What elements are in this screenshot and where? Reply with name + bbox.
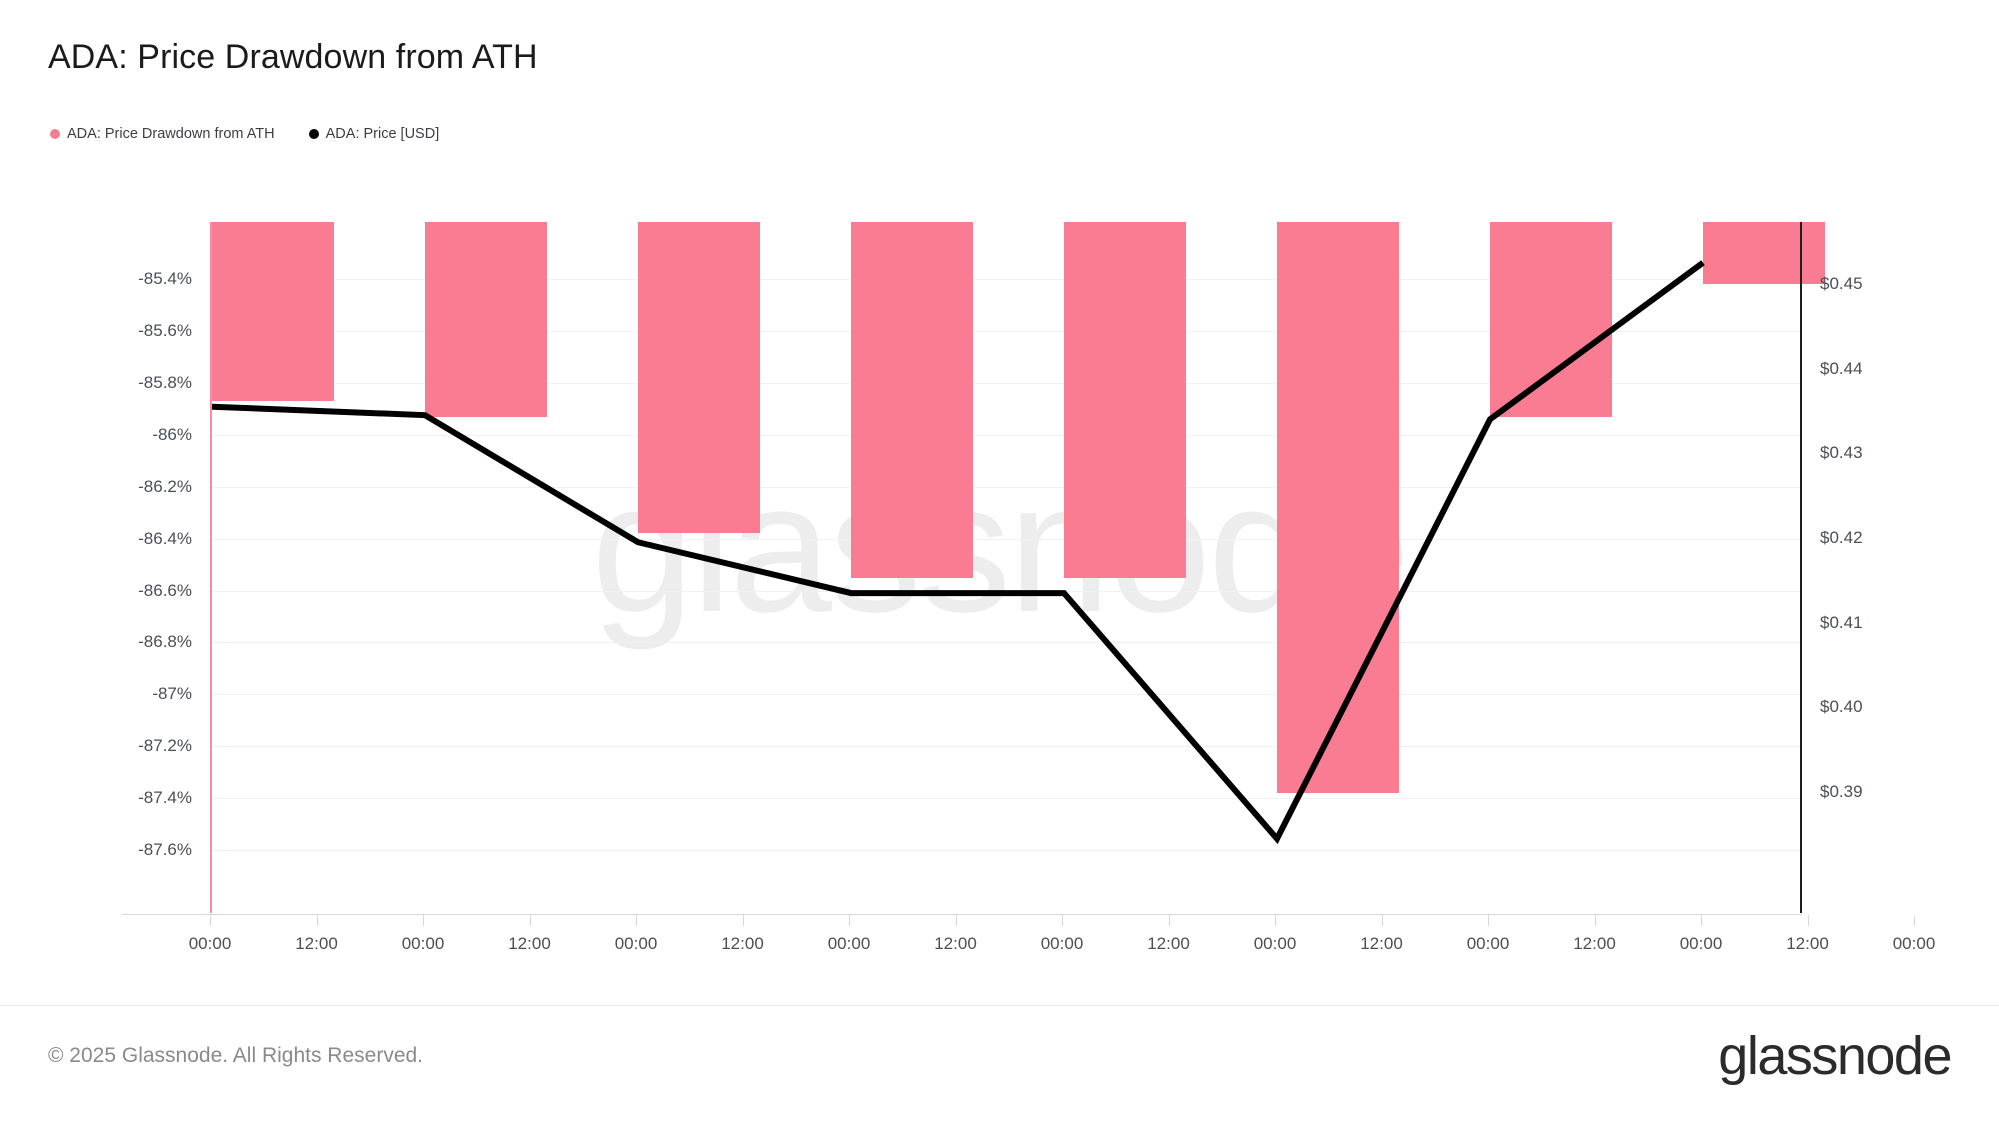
footer-divider (0, 1005, 1999, 1006)
left-axis-tick-label: -87% (152, 684, 192, 704)
x-axis-tick-mark (423, 915, 424, 926)
x-axis-tick-mark (316, 915, 318, 926)
right-axis-line (1800, 222, 1802, 913)
bar[interactable] (1277, 222, 1399, 793)
x-axis-tick-label: 00:00 (614, 934, 658, 953)
x-axis-tick-label: 00:00 (401, 934, 445, 953)
x-axis-tick-label: 12:00 (508, 934, 551, 953)
page-title: ADA: Price Drawdown from ATH (48, 38, 538, 76)
gridline (210, 279, 1800, 281)
x-axis-tick-mark (210, 915, 211, 926)
left-axis-tick-label: -86.4% (138, 528, 192, 548)
right-axis-tick-label: $0.45 (1820, 273, 1863, 293)
chart-legend: ADA: Price Drawdown from ATH ADA: Price [… (50, 126, 439, 142)
gridline (210, 382, 1800, 384)
left-axis-line (210, 222, 212, 913)
x-axis-tick-mark (955, 915, 957, 926)
x-axis-tick-label: 12:00 (295, 934, 338, 953)
bar[interactable] (425, 222, 547, 417)
left-axis-tick-label: -86.2% (138, 476, 192, 496)
x-axis-tick-mark (636, 915, 637, 926)
x-axis-tick-mark (1701, 915, 1702, 926)
x-axis-tick-label: 12:00 (1573, 934, 1616, 953)
x-axis-tick-mark (1807, 915, 1809, 926)
x-axis-tick-label: 00:00 (1253, 934, 1297, 953)
gridline (210, 694, 1800, 696)
left-axis-tick-label: -85.8% (138, 372, 192, 392)
copyright-text: © 2025 Glassnode. All Rights Reserved. (48, 1044, 424, 1067)
left-axis-labels: -85.4% -85.6% -85.8% -86% -86.2% -86.4% -86.6%… (0, 0, 192, 1000)
right-axis-tick-label: $0.40 (1820, 697, 1863, 717)
x-axis-tick-mark (742, 915, 744, 926)
legend-item-1[interactable]: ADA: Price [USD] (308, 126, 440, 142)
bottom-axis-line (122, 914, 1802, 915)
x-axis-tick-mark (1594, 915, 1596, 926)
x-axis-labels: 00:00 12:00 00:00 12:00 00:00 12:00 00:00 12:00… (188, 915, 1936, 953)
x-axis-tick-mark (1381, 915, 1383, 926)
bar[interactable] (638, 222, 760, 534)
x-axis-tick-mark (1914, 915, 1915, 926)
legend-item-label: ADA: Price [USD] (325, 126, 440, 142)
x-axis-tick-label: 00:00 (1679, 934, 1723, 953)
x-axis-tick-mark (849, 915, 850, 926)
left-axis-tick-label: -86.6% (138, 580, 192, 600)
gridline (210, 642, 1800, 644)
x-axis-tick-label: 00:00 (188, 934, 232, 953)
x-axis-tick-label: 00:00 (827, 934, 871, 953)
chart-canvas: glassnode -85.4% -85.6% -85.8% -86% -86.2% -8… (0, 0, 1990, 1000)
gridline (210, 486, 1800, 488)
x-axis-tick-mark (1275, 915, 1276, 926)
bar[interactable] (1490, 222, 1612, 417)
gridline (210, 746, 1800, 748)
x-axis-tick-label: 12:00 (1360, 934, 1403, 953)
x-axis-tick-label: 12:00 (1786, 934, 1829, 953)
legend-item-0[interactable]: ADA: Price Drawdown from ATH (50, 126, 275, 142)
right-axis-tick-label: $0.41 (1820, 612, 1863, 632)
gridline (210, 538, 1800, 540)
x-axis-tick-label: 00:00 (1892, 934, 1936, 953)
x-axis-tick-mark (529, 915, 531, 926)
bar[interactable] (212, 222, 334, 402)
x-axis-tick-mark (1168, 915, 1170, 926)
gridline (210, 434, 1800, 436)
price-line-series (211, 260, 1705, 845)
left-axis-tick-label: -86% (152, 424, 192, 444)
dot-icon (308, 129, 319, 139)
bar[interactable] (851, 222, 973, 578)
left-axis-tick-label: -87.4% (138, 788, 192, 808)
x-axis-tick-label: 12:00 (721, 934, 764, 953)
right-axis-tick-label: $0.43 (1820, 443, 1863, 463)
x-axis-tick-label: 12:00 (1147, 934, 1190, 953)
right-axis-labels: $0.45 $0.44 $0.43 $0.42 $0.41 $0.40 $0.39 (1820, 0, 1990, 1000)
gridline (210, 798, 1800, 800)
left-axis-tick-label: -87.2% (138, 736, 192, 756)
price-line (211, 260, 1705, 845)
gridline (210, 331, 1800, 332)
bar[interactable] (1064, 222, 1186, 578)
bar[interactable] (1703, 222, 1825, 285)
right-axis-tick-label: $0.39 (1820, 782, 1863, 802)
x-axis-tick-mark (1488, 915, 1489, 926)
x-axis-tick-mark (1062, 915, 1063, 926)
x-axis-tick-label: 12:00 (934, 934, 977, 953)
glassnode-logo: glassnode (1718, 1026, 1952, 1086)
x-axis-tick-label: 00:00 (1040, 934, 1084, 953)
left-axis-tick-label: -85.4% (138, 269, 192, 289)
right-axis-tick-label: $0.42 (1820, 528, 1863, 547)
left-axis-tick-label: -85.6% (138, 321, 192, 340)
right-axis-tick-label: $0.44 (1820, 358, 1863, 378)
gridline (210, 850, 1800, 852)
legend-item-label: ADA: Price Drawdown from ATH (67, 126, 275, 142)
plot-area (210, 222, 1825, 915)
left-axis-tick-label: -87.6% (138, 840, 192, 860)
x-axis-tick-label: 00:00 (1466, 934, 1510, 953)
left-axis-tick-label: -86.8% (138, 632, 192, 652)
dot-icon (50, 129, 60, 139)
